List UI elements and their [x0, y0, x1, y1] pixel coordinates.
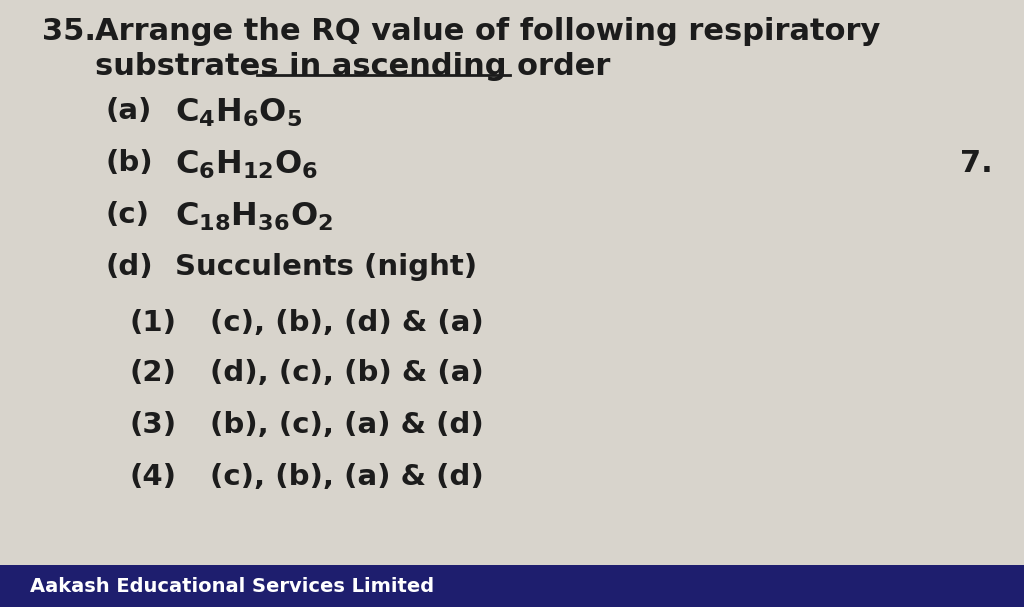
- Text: Arrange the RQ value of following respiratory: Arrange the RQ value of following respir…: [95, 17, 881, 46]
- Text: (b), (c), (a) & (d): (b), (c), (a) & (d): [210, 411, 483, 439]
- Text: 7.: 7.: [961, 149, 992, 178]
- Text: substrates in ascending order: substrates in ascending order: [95, 52, 610, 81]
- Text: (d): (d): [105, 253, 153, 281]
- Text: $\mathregular{C_4H_6O_5}$: $\mathregular{C_4H_6O_5}$: [175, 97, 302, 129]
- Text: $\mathregular{C_6H_{12}O_6}$: $\mathregular{C_6H_{12}O_6}$: [175, 149, 318, 181]
- Text: Aakash Educational Services Limited: Aakash Educational Services Limited: [30, 577, 434, 595]
- Bar: [0, 565, 1024, 607]
- Text: (1): (1): [130, 309, 177, 337]
- Text: Succulents (night): Succulents (night): [175, 253, 477, 281]
- Text: (a): (a): [105, 97, 152, 125]
- Text: (d), (c), (b) & (a): (d), (c), (b) & (a): [210, 359, 483, 387]
- Text: $\mathregular{C_{18}H_{36}O_2}$: $\mathregular{C_{18}H_{36}O_2}$: [175, 201, 333, 234]
- Text: (c), (b), (a) & (d): (c), (b), (a) & (d): [210, 463, 483, 491]
- Text: 35.: 35.: [42, 17, 96, 46]
- Text: (c): (c): [105, 201, 150, 229]
- Text: (2): (2): [130, 359, 177, 387]
- Text: (b): (b): [105, 149, 153, 177]
- Text: (4): (4): [130, 463, 177, 491]
- Text: (c), (b), (d) & (a): (c), (b), (d) & (a): [210, 309, 483, 337]
- Text: (3): (3): [130, 411, 177, 439]
